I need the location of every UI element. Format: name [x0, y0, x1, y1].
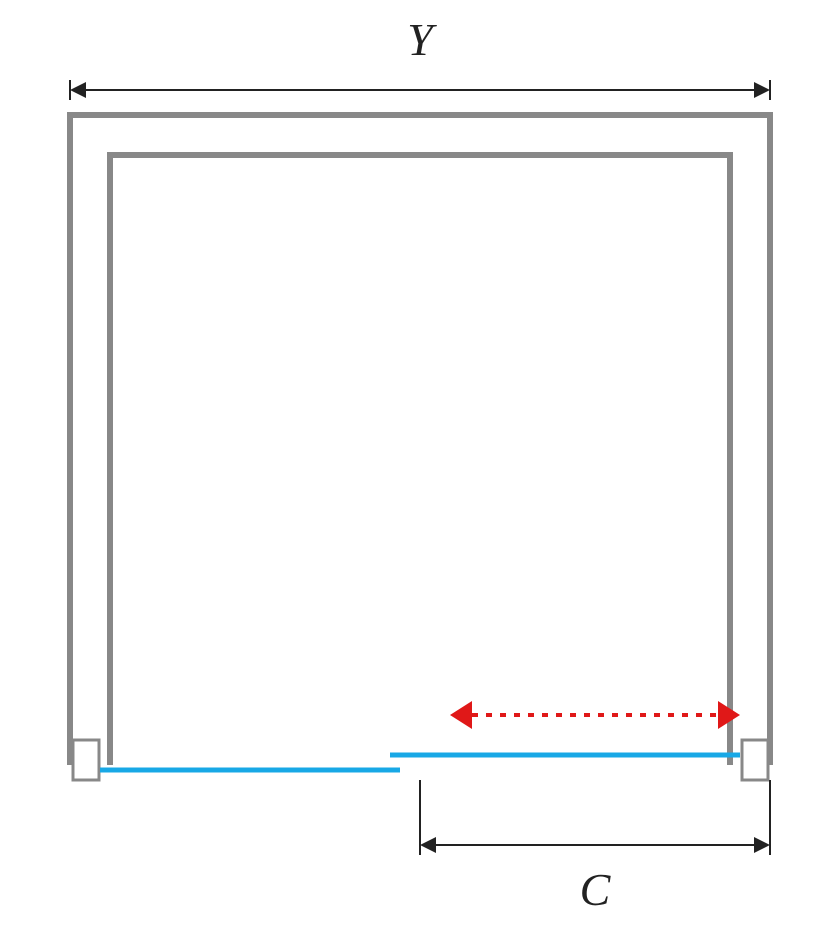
dimension-y: Y	[70, 14, 770, 100]
dimension-y-label: Y	[407, 14, 437, 65]
hinge-right	[742, 740, 768, 780]
slide-direction-arrow	[450, 701, 740, 729]
dimension-c-label: C	[580, 864, 612, 915]
dimension-c: C	[420, 780, 770, 915]
hinge-left	[73, 740, 99, 780]
enclosure-frame	[70, 115, 770, 765]
